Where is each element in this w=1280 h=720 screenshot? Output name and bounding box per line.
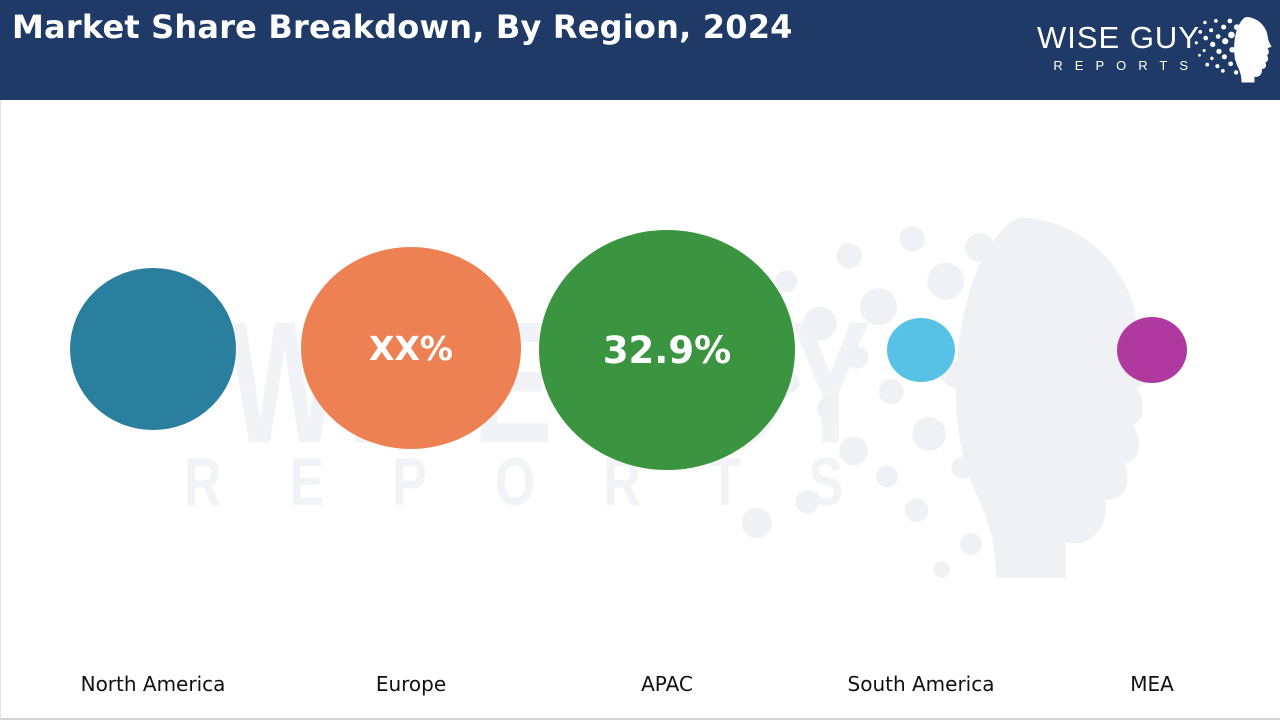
logo-wordmark: WISE GUY <box>1036 20 1200 55</box>
category-label-mea: MEA <box>1130 672 1174 696</box>
bubble-mea[interactable] <box>1117 317 1187 383</box>
bubble-value-label-europe: XX% <box>369 328 453 368</box>
bubble-south-america[interactable] <box>887 318 955 382</box>
bubble-north-america[interactable] <box>70 268 236 430</box>
category-label-north-america: North America <box>80 672 226 696</box>
bubble-europe[interactable]: XX% <box>301 247 521 449</box>
category-label-apac: APAC <box>641 672 693 696</box>
chart-title: Market Share Breakdown, By Region, 2024 <box>12 8 793 46</box>
category-label-europe: Europe <box>375 672 447 696</box>
logo-text: WISE GUY REPORTS <box>1036 20 1200 74</box>
wiseguy-logo: WISE GUY REPORTS <box>1037 5 1272 93</box>
logo-head-icon <box>1194 17 1272 83</box>
bubble-apac[interactable]: 32.9% <box>539 230 795 470</box>
plot-area-border <box>0 100 1280 720</box>
logo-subtitle: REPORTS <box>1053 58 1200 74</box>
category-label-south-america: South America <box>847 672 995 696</box>
header-bar: Market Share Breakdown, By Region, 2024 … <box>0 0 1280 100</box>
bubble-value-label-apac: 32.9% <box>602 328 732 372</box>
